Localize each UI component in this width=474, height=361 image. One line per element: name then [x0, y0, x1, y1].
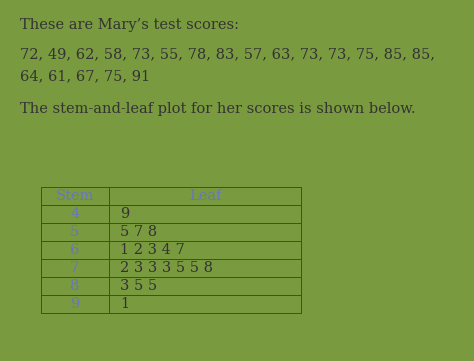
Text: 9: 9: [120, 207, 130, 221]
Text: Stem: Stem: [55, 189, 94, 203]
Text: 1: 1: [120, 297, 129, 311]
Text: 64, 61, 67, 75, 91: 64, 61, 67, 75, 91: [20, 69, 150, 83]
Text: 72, 49, 62, 58, 73, 55, 78, 83, 57, 63, 73, 73, 75, 85, 85,: 72, 49, 62, 58, 73, 55, 78, 83, 57, 63, …: [20, 48, 435, 62]
Text: 9: 9: [70, 297, 80, 311]
Text: Leaf: Leaf: [189, 189, 221, 203]
Text: 5 7 8: 5 7 8: [120, 225, 158, 239]
Text: 1 2 3 4 7: 1 2 3 4 7: [120, 243, 185, 257]
Text: 8: 8: [70, 279, 80, 293]
Text: 4: 4: [70, 207, 80, 221]
Text: 2 3 3 3 5 5 8: 2 3 3 3 5 5 8: [120, 261, 213, 275]
Text: 3 5 5: 3 5 5: [120, 279, 158, 293]
Text: 6: 6: [70, 243, 80, 257]
Text: These are Mary’s test scores:: These are Mary’s test scores:: [20, 18, 239, 32]
Text: 5: 5: [70, 225, 80, 239]
Text: 7: 7: [70, 261, 80, 275]
Text: The stem-and-leaf plot for her scores is shown below.: The stem-and-leaf plot for her scores is…: [20, 102, 416, 116]
